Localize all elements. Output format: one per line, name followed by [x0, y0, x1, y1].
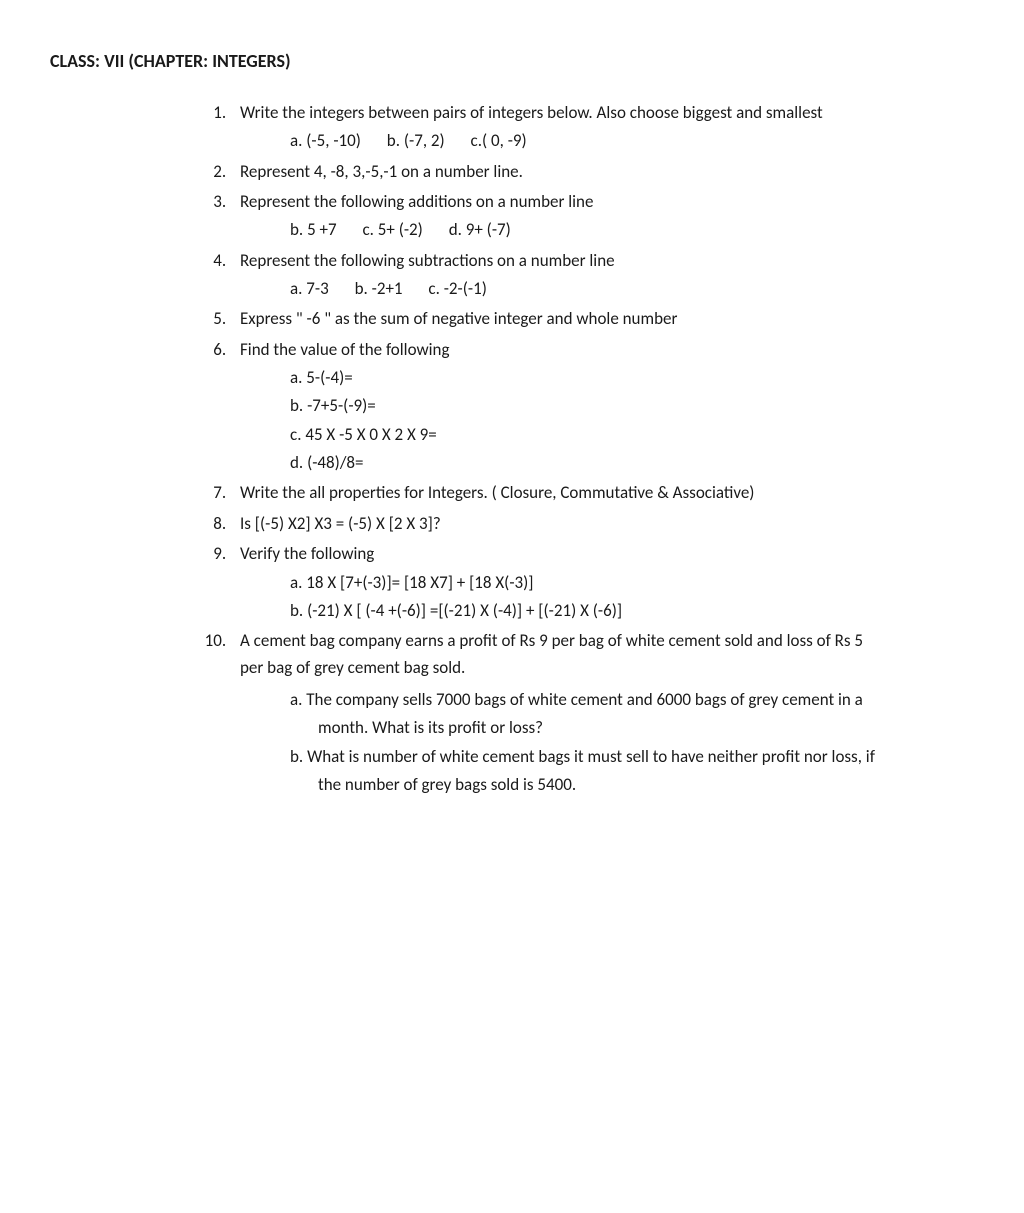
q1-opt-b: b. (-7, 2): [387, 130, 445, 151]
q10-text1: A cement bag company earns a profit of R…: [240, 630, 863, 651]
question-8: Is [(-5) X2] X3 = (-5) X [2 X 3]?: [230, 511, 974, 537]
q10-options: a. The company sells 7000 bags of white …: [290, 687, 974, 798]
q1-opt-a: a. (-5, -10): [290, 130, 361, 151]
q9-opt-b: b. (-21) X [ (-4 +(-6)] =[(-21) X (-4)] …: [290, 598, 974, 624]
question-7: Write the all properties for Integers. (…: [230, 480, 974, 506]
question-6: Find the value of the following a. 5-(-4…: [230, 337, 974, 477]
q10-opt-a1: a. The company sells 7000 bags of white …: [290, 687, 974, 713]
q3-opt-c: c. 5+ (-2): [362, 219, 422, 240]
q2-text: Represent 4, -8, 3,-5,-1 on a number lin…: [240, 161, 523, 182]
q6-options: a. 5-(-4)= b. -7+5-(-9)= c. 45 X -5 X 0 …: [290, 365, 974, 476]
q10-text2: per bag of grey cement bag sold.: [240, 657, 465, 678]
q4-opt-c: c. -2-(-1): [428, 278, 486, 299]
question-2: Represent 4, -8, 3,-5,-1 on a number lin…: [230, 159, 974, 185]
q1-text: Write the integers between pairs of inte…: [240, 102, 823, 123]
q4-options: a. 7-3 b. -2+1 c. -2-(-1): [290, 276, 974, 302]
q6-opt-d: d. (-48)/8=: [290, 450, 974, 476]
question-10: A cement bag company earns a profit of R…: [230, 628, 974, 798]
q4-text: Represent the following subtractions on …: [240, 250, 615, 271]
q5-text: Express " -6 " as the sum of negative in…: [240, 308, 677, 329]
q9-opt-a: a. 18 X [7+(-3)]= [18 X7] + [18 X(-3)]: [290, 570, 974, 596]
q4-opt-b: b. -2+1: [355, 278, 403, 299]
q3-opt-b: b. 5 +7: [290, 219, 337, 240]
q1-options: a. (-5, -10) b. (-7, 2) c.( 0, -9): [290, 128, 974, 154]
question-4: Represent the following subtractions on …: [230, 248, 974, 303]
question-9: Verify the following a. 18 X [7+(-3)]= […: [230, 541, 974, 624]
q3-options: b. 5 +7 c. 5+ (-2) d. 9+ (-7): [290, 217, 974, 243]
page-title: CLASS: VII (CHAPTER: INTEGERS): [50, 50, 974, 72]
q9-text: Verify the following: [240, 543, 374, 564]
q1-opt-c: c.( 0, -9): [471, 130, 527, 151]
question-list: Write the integers between pairs of inte…: [230, 100, 974, 798]
q6-opt-b: b. -7+5-(-9)=: [290, 393, 974, 419]
q7-text: Write the all properties for Integers. (…: [240, 482, 754, 503]
q9-options: a. 18 X [7+(-3)]= [18 X7] + [18 X(-3)] b…: [290, 570, 974, 625]
question-5: Express " -6 " as the sum of negative in…: [230, 306, 974, 332]
q6-opt-a: a. 5-(-4)=: [290, 365, 974, 391]
q10-opt-b2: the number of grey bags sold is 5400.: [318, 772, 974, 798]
q4-opt-a: a. 7-3: [290, 278, 329, 299]
q3-opt-d: d. 9+ (-7): [449, 219, 511, 240]
question-3: Represent the following additions on a n…: [230, 189, 974, 244]
q10-opt-a2: month. What is its profit or loss?: [318, 715, 974, 741]
q10-body: A cement bag company earns a profit of R…: [240, 628, 974, 681]
q8-text: Is [(-5) X2] X3 = (-5) X [2 X 3]?: [240, 513, 441, 534]
q6-opt-c: c. 45 X -5 X 0 X 2 X 9=: [290, 422, 974, 448]
q10-opt-b1: b. What is number of white cement bags i…: [290, 744, 974, 770]
q3-text: Represent the following additions on a n…: [240, 191, 593, 212]
q6-text: Find the value of the following: [240, 339, 449, 360]
question-1: Write the integers between pairs of inte…: [230, 100, 974, 155]
